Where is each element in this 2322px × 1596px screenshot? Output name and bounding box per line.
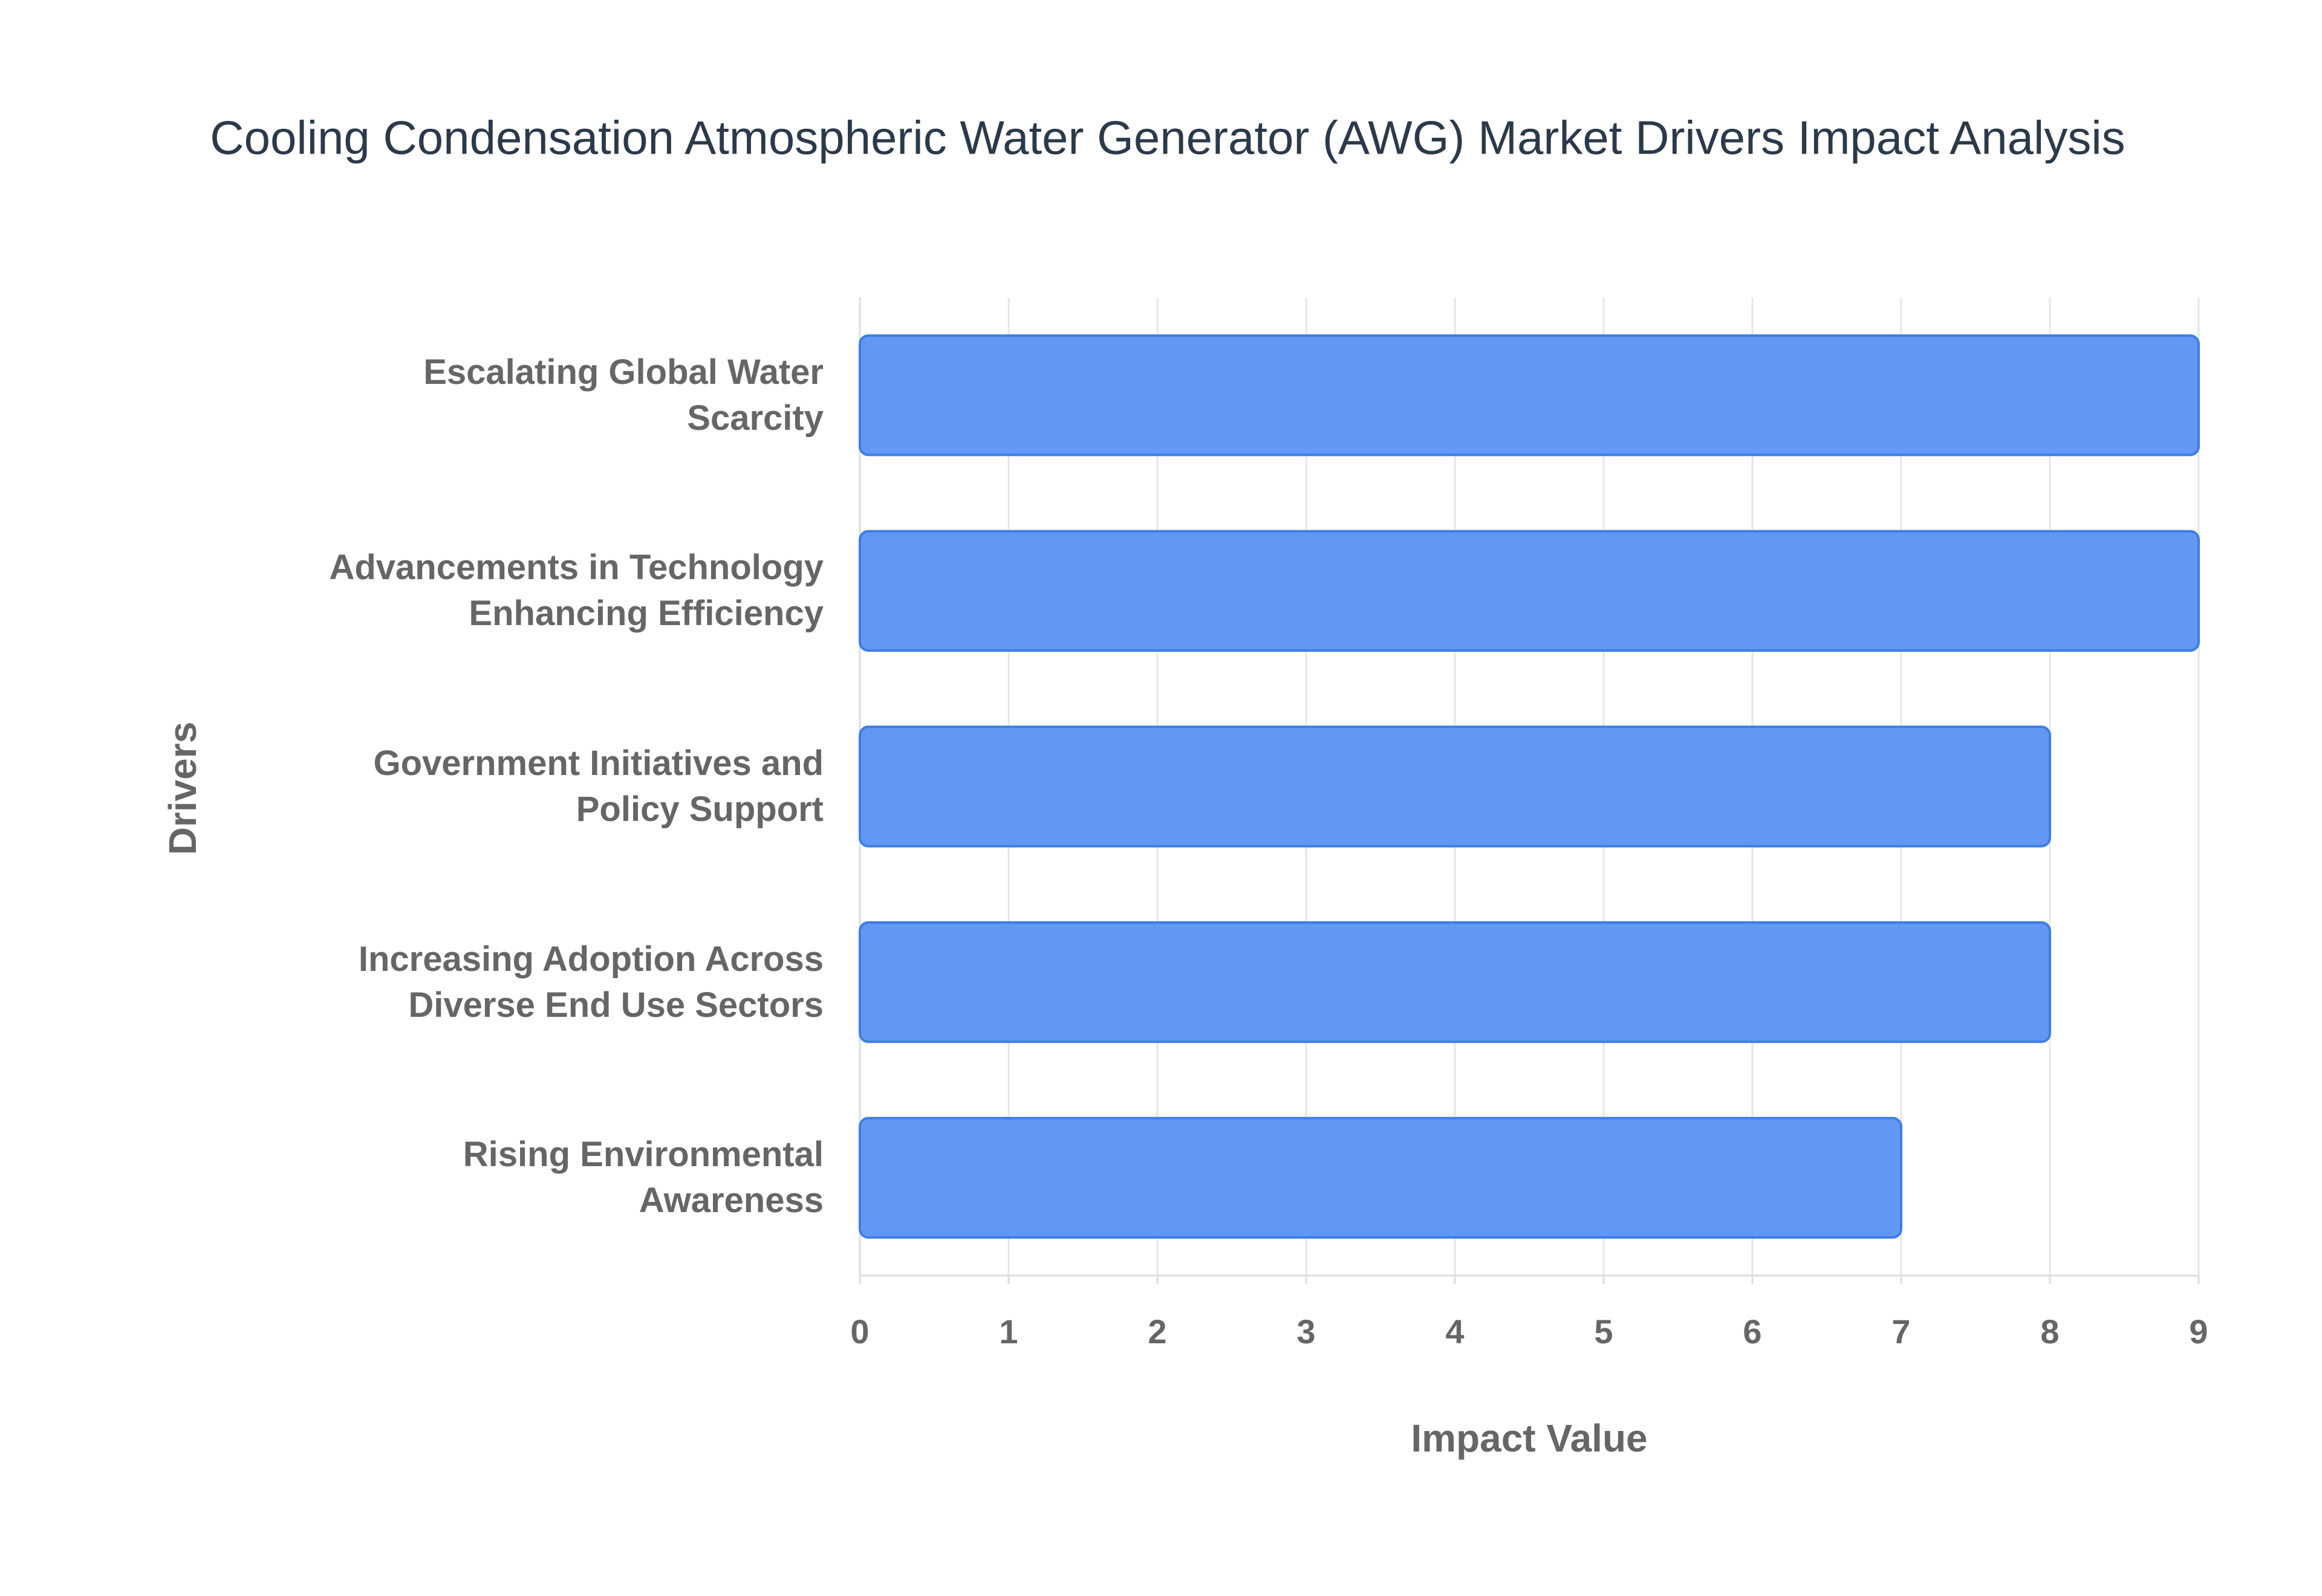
bar	[859, 334, 2200, 456]
x-tick-label: 4	[1445, 1312, 1464, 1351]
x-tick-label: 0	[850, 1312, 869, 1351]
y-tick-label: Increasing Adoption Across Diverse End U…	[358, 939, 824, 1025]
x-tick-label: 5	[1594, 1312, 1613, 1351]
x-tick-label: 8	[2040, 1312, 2059, 1351]
x-tick-label: 2	[1148, 1312, 1166, 1351]
y-tick-label: Government Initiatives and Policy Suppor…	[373, 744, 824, 829]
chart-title: Cooling Condensation Atmospheric Water G…	[210, 111, 2125, 164]
x-tick-label: 7	[1891, 1312, 1910, 1351]
bar	[859, 1117, 1902, 1239]
x-tick-label: 6	[1743, 1312, 1761, 1351]
y-tick-label: Escalating Global Water Scarcity	[423, 352, 824, 438]
bar	[859, 921, 2051, 1043]
bar	[859, 530, 2200, 652]
y-axis-title: Drivers	[161, 722, 204, 855]
x-axis-title: Impact Value	[1411, 1416, 1647, 1460]
x-tick-label: 9	[2189, 1312, 2208, 1351]
bar	[859, 725, 2051, 848]
y-tick-label: Advancements in Technology Enhancing Eff…	[329, 548, 824, 634]
x-tick-label: 3	[1296, 1312, 1315, 1351]
x-tick-label: 1	[999, 1312, 1018, 1351]
y-tick-label: Rising Environmental Awareness	[463, 1135, 824, 1221]
